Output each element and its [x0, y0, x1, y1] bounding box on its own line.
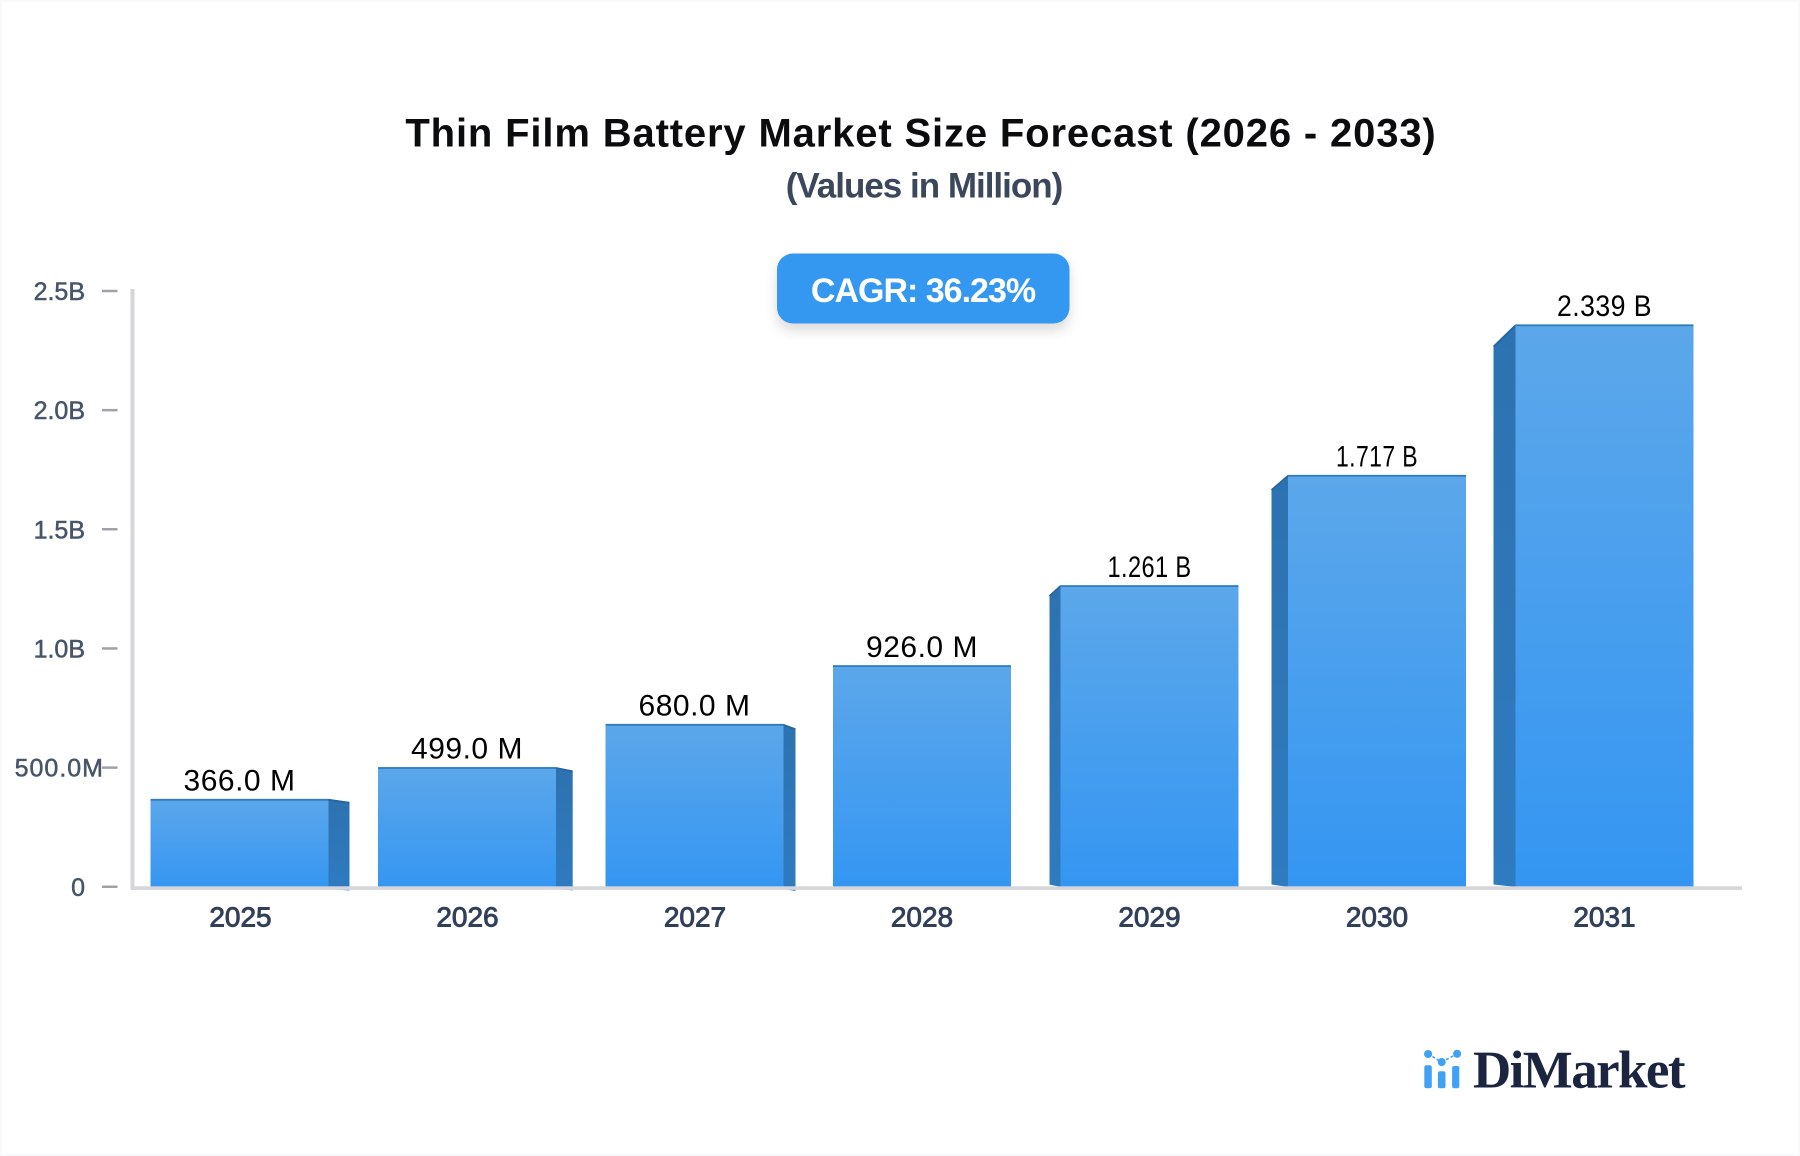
svg-text:680.0 M: 680.0 M	[639, 690, 751, 723]
svg-text:1.0B: 1.0B	[34, 636, 85, 664]
svg-text:2.5B: 2.5B	[34, 278, 85, 306]
svg-text:2025: 2025	[209, 902, 271, 933]
svg-text:1.717 B: 1.717 B	[1336, 441, 1418, 474]
svg-text:DiMarket: DiMarket	[1473, 1042, 1686, 1100]
svg-text:499.0 M: 499.0 M	[411, 733, 523, 766]
svg-text:2027: 2027	[664, 902, 726, 933]
svg-text:2026: 2026	[436, 902, 498, 933]
svg-text:2028: 2028	[891, 902, 953, 933]
svg-text:500.0M: 500.0M	[15, 755, 104, 783]
svg-text:2031: 2031	[1573, 902, 1635, 933]
svg-text:2.0B: 2.0B	[34, 397, 85, 425]
svg-text:(Values in Million): (Values in Million)	[786, 166, 1063, 205]
svg-text:2029: 2029	[1118, 902, 1180, 933]
svg-text:Thin Film Battery Market Size: Thin Film Battery Market Size Forecast (…	[405, 112, 1436, 156]
svg-text:1.261 B: 1.261 B	[1108, 551, 1192, 584]
svg-text:2.339 B: 2.339 B	[1557, 290, 1652, 323]
svg-text:CAGR: 36.23%: CAGR: 36.23%	[811, 272, 1036, 310]
svg-text:366.0 M: 366.0 M	[184, 765, 296, 798]
svg-text:2030: 2030	[1346, 902, 1408, 933]
svg-text:1.5B: 1.5B	[34, 516, 85, 544]
svg-text:0: 0	[71, 874, 85, 902]
svg-text:926.0 M: 926.0 M	[866, 631, 978, 664]
